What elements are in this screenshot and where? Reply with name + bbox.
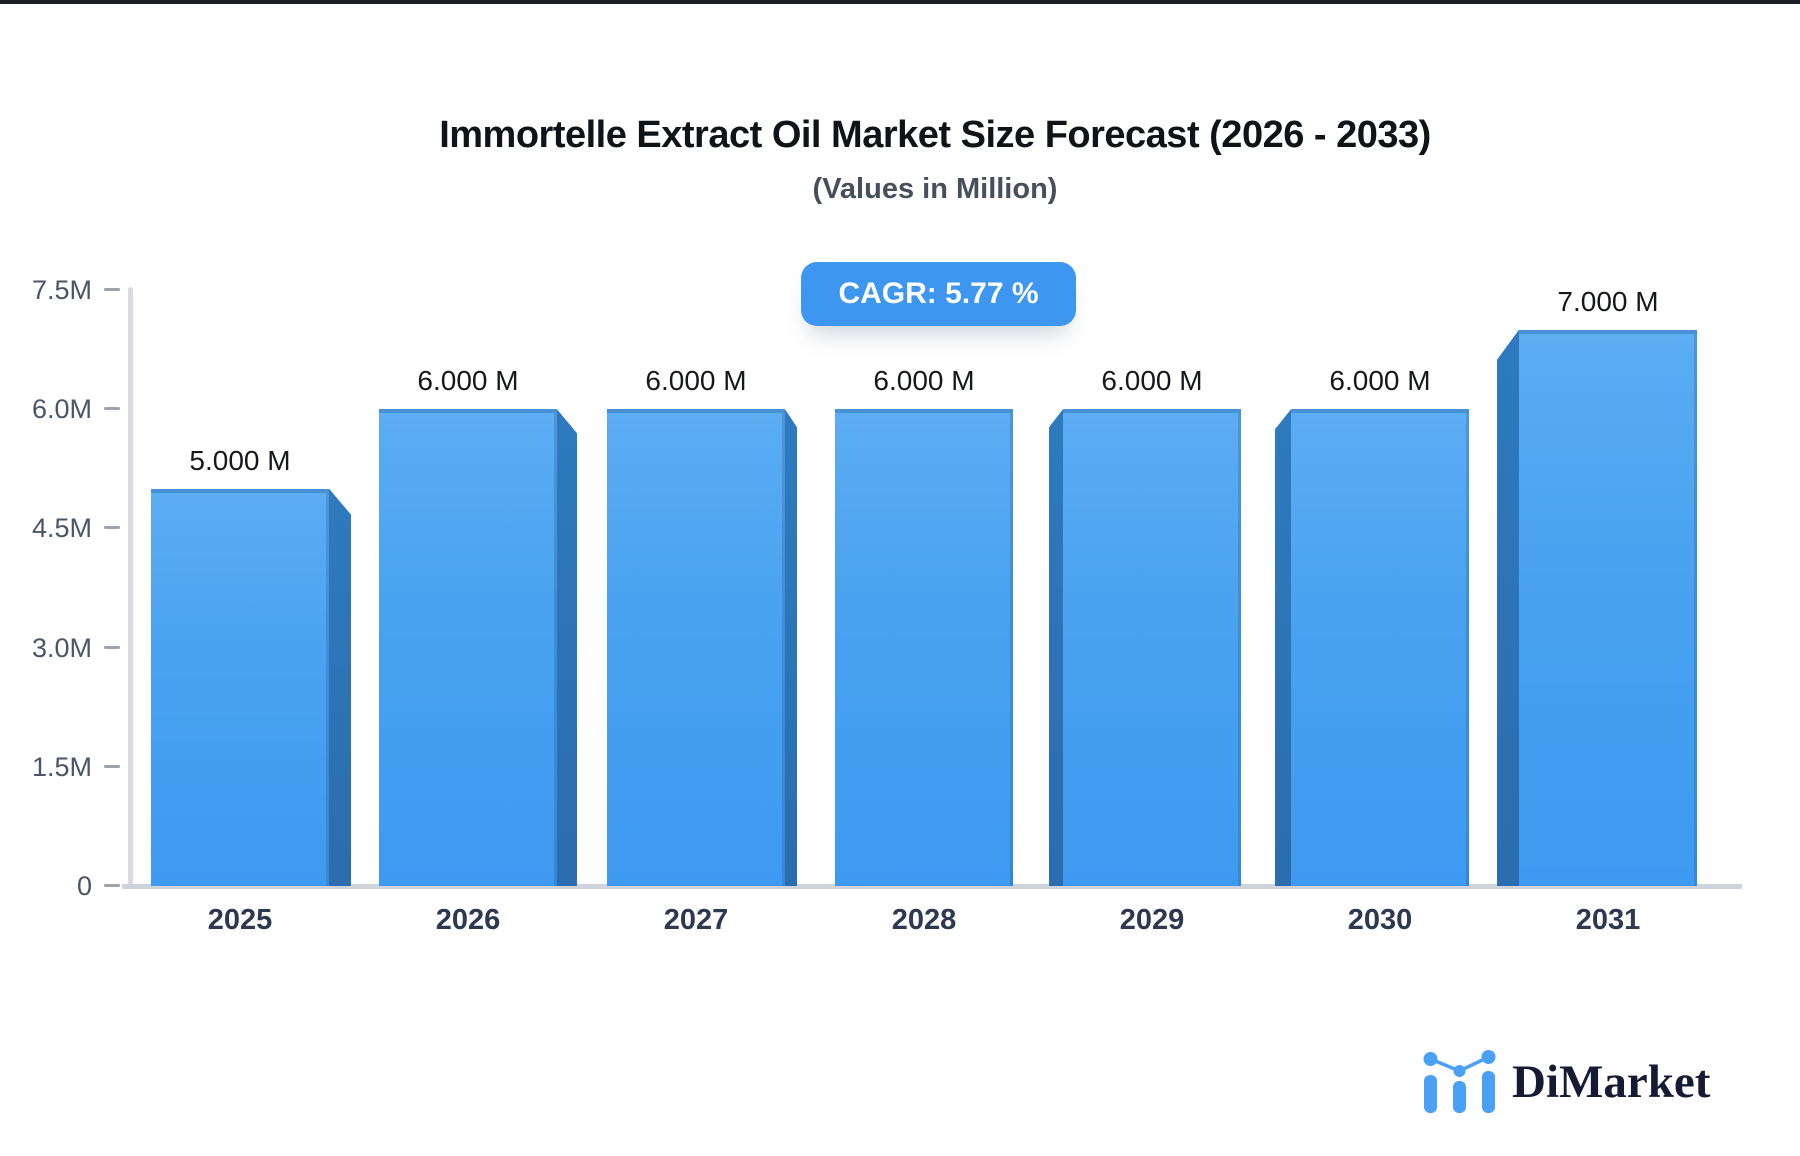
bar-2028: [835, 409, 1013, 886]
y-axis-tick: [104, 884, 120, 887]
y-axis-label: 0: [76, 871, 92, 901]
bar-value-label: 6.000 M: [417, 365, 519, 397]
chart-title: Immortelle Extract Oil Market Size Forec…: [439, 114, 1431, 156]
y-axis-tick: [104, 407, 120, 411]
bar-2031: [1519, 329, 1697, 886]
x-axis-label: 2028: [891, 904, 957, 936]
y-axis-label: 3.0M: [31, 632, 92, 663]
y-axis-label: 1.5M: [31, 751, 92, 782]
y-axis-label: 4.5M: [31, 513, 92, 544]
bar-3d-side: [329, 488, 351, 886]
image-top-border: [0, 0, 1800, 4]
x-axis-label: 2025: [207, 904, 273, 936]
x-axis-label: 2027: [663, 904, 729, 936]
bar-3d-side: [1049, 409, 1063, 886]
y-axis-label: 7.5M: [31, 275, 92, 305]
dimarket-logo-text: DiMarket: [1512, 1056, 1711, 1108]
x-axis-label: 2031: [1575, 904, 1641, 936]
x-axis-label: 2029: [1119, 904, 1185, 936]
bar-value-label: 6.000 M: [1329, 365, 1431, 397]
y-axis-tick: [104, 288, 120, 291]
bar-2030: [1291, 409, 1469, 886]
y-axis-tick: [104, 526, 120, 530]
y-axis-tick: [104, 645, 120, 649]
bar-3d-side: [1497, 329, 1519, 886]
bar-value-label: 6.000 M: [645, 365, 747, 397]
dimarket-logo: DiMarket: [1422, 1042, 1752, 1122]
bar-2029: [1063, 409, 1241, 886]
bar-2025: [151, 488, 329, 886]
mini-bar-line-chart-icon: [1423, 1050, 1496, 1113]
bar-3d-side: [557, 409, 577, 886]
bar-2027: [607, 409, 785, 886]
bar-3d-side: [1275, 409, 1291, 886]
y-axis-tick: [104, 764, 120, 768]
bar-value-label: 7.000 M: [1557, 285, 1659, 317]
bar-value-label: 5.000 M: [189, 444, 291, 476]
chart-subtitle: (Values in Million): [812, 173, 1058, 205]
cagr-badge-label: CAGR: 5.77 %: [838, 277, 1039, 310]
bar-3d-side: [785, 409, 797, 886]
x-axis-line: [122, 884, 1742, 889]
y-axis-label: 6.0M: [31, 394, 92, 425]
bar-value-label: 6.000 M: [873, 365, 975, 397]
y-axis-line: [128, 287, 133, 887]
x-axis-label: 2026: [435, 904, 501, 936]
x-axis-label: 2030: [1347, 904, 1413, 936]
bar-value-label: 6.000 M: [1101, 365, 1203, 397]
bar-2026: [379, 409, 557, 886]
cagr-badge: CAGR: 5.77 %: [801, 262, 1076, 326]
